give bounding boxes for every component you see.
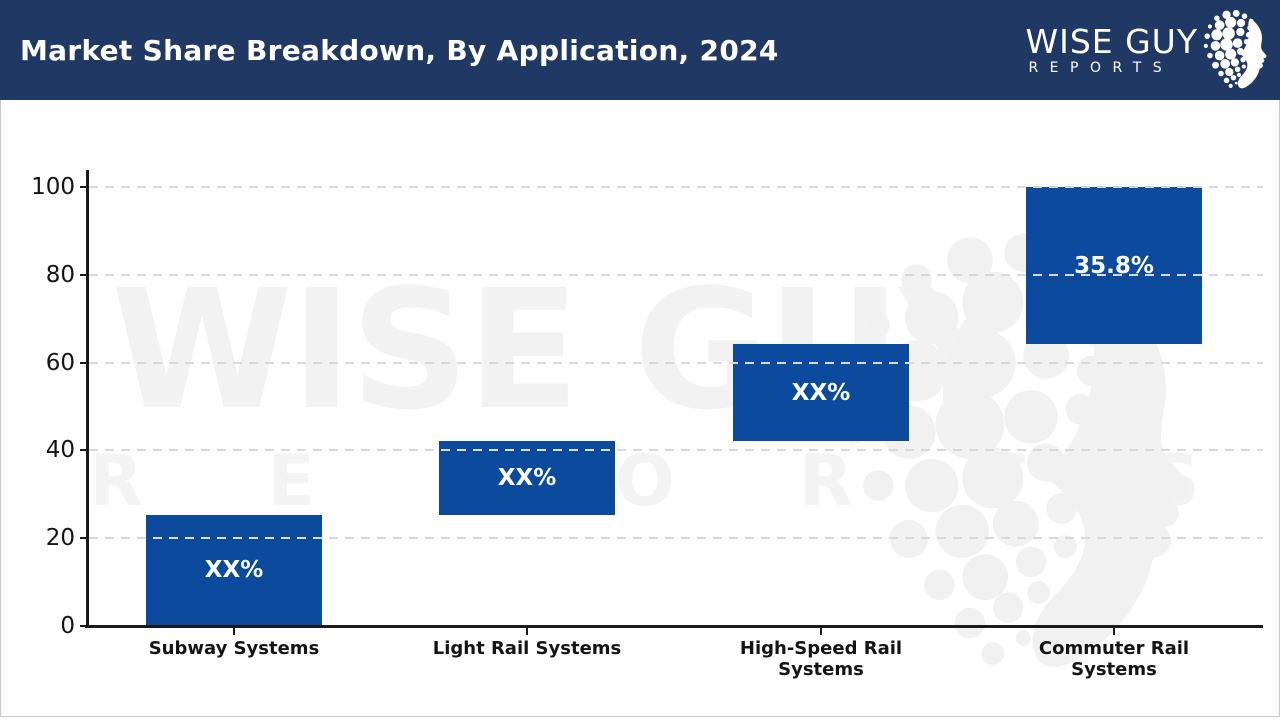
- category-label: Subway Systems: [148, 638, 320, 659]
- plot: 0 20 40 60 80 100 XX% Subway Systems XX% Light Ra…: [1, 100, 1279, 716]
- bar: [1026, 187, 1202, 345]
- x-tick-mark: [1113, 627, 1115, 635]
- y-tick-mark: [80, 625, 88, 627]
- category-label: High-Speed Rail Systems: [739, 638, 903, 680]
- gridline: [89, 361, 1263, 364]
- y-axis: [86, 170, 89, 628]
- y-tick-label: 60: [45, 349, 75, 376]
- x-tick-mark: [526, 627, 528, 635]
- y-tick-mark: [80, 186, 88, 188]
- logo-subtext: REPORTS: [1028, 59, 1174, 76]
- bar: [146, 514, 322, 626]
- y-tick-label: 100: [31, 174, 75, 200]
- y-tick-label: 80: [45, 261, 75, 288]
- y-tick-label: 0: [60, 613, 75, 639]
- gridline: [89, 186, 1263, 188]
- x-tick-mark: [820, 627, 822, 635]
- y-tick-label: 40: [45, 437, 75, 464]
- y-tick-mark: [80, 273, 88, 276]
- gridline: [89, 273, 1263, 276]
- y-tick-mark: [80, 361, 88, 364]
- bar-value-label: 35.8%: [1074, 252, 1154, 279]
- y-tick-label: 20: [45, 525, 75, 552]
- wise-guy-head-icon: [1203, 9, 1267, 89]
- gridline: [89, 537, 1263, 540]
- y-tick-mark: [80, 537, 88, 540]
- x-axis: [85, 625, 1263, 628]
- page-title: Market Share Breakdown, By Application, …: [20, 33, 779, 67]
- logo-wordmark: WISE GUY: [1025, 21, 1198, 61]
- header: Market Share Breakdown, By Application, …: [0, 0, 1280, 100]
- category-label: Commuter Rail Systems: [1038, 638, 1190, 680]
- bar-value-label: XX%: [791, 379, 851, 406]
- wise-guy-logo: WISE GUY REPORTS: [1025, 8, 1268, 92]
- bar-value-label: XX%: [497, 465, 557, 492]
- y-tick-mark: [80, 449, 88, 452]
- category-label: Light Rail Systems: [432, 638, 622, 659]
- bar: [733, 344, 909, 442]
- bar: [439, 441, 615, 515]
- logo-text: WISE GUY REPORTS: [1025, 21, 1198, 76]
- x-tick-mark: [233, 627, 235, 635]
- bar-value-label: XX%: [204, 557, 264, 584]
- chart-area: WISE GUY R E P O R T S 0 20 40 60 80 100 XX% Su…: [0, 100, 1280, 717]
- gridline: [89, 449, 1263, 452]
